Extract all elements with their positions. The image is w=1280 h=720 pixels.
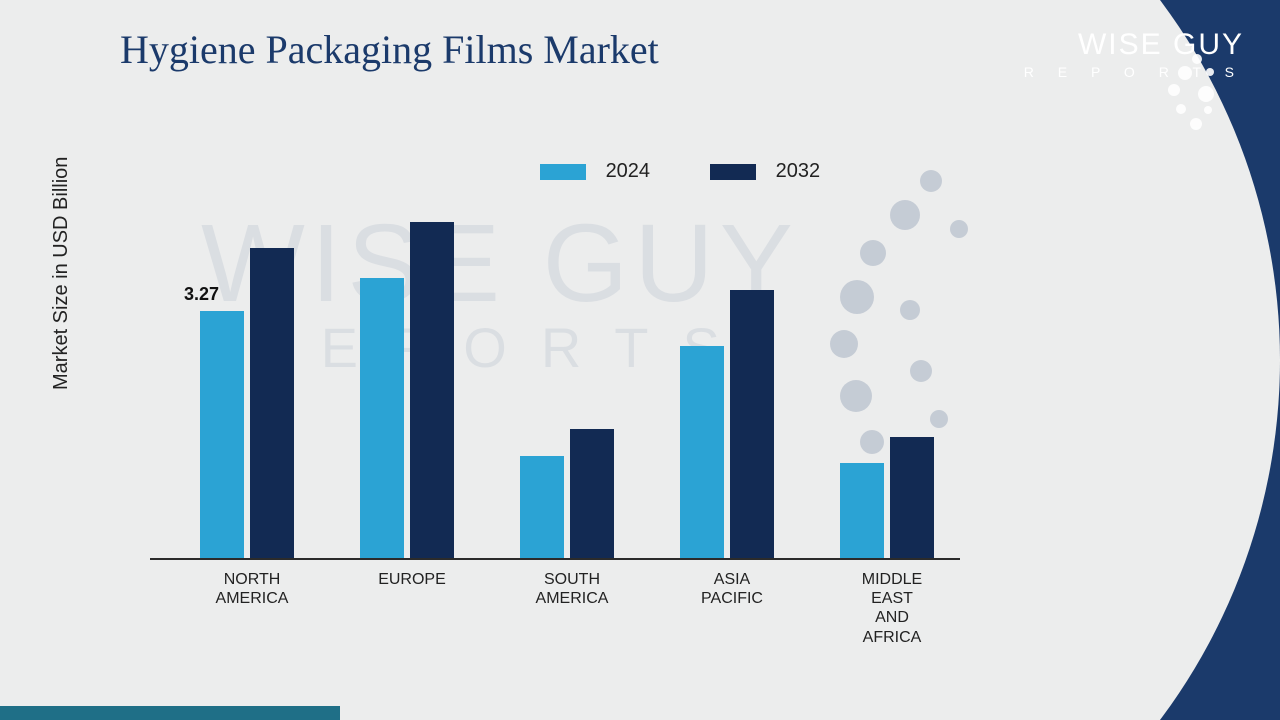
bar-2032 [570,429,614,558]
bar-2024 [360,278,404,558]
bar-2032 [410,222,454,558]
bar-chart: Market Size in USD Billion 3.27 NORTHAME… [90,180,960,600]
bar-2032 [730,290,774,558]
legend-label-2024: 2024 [606,160,651,182]
category-label: EUROPE [332,570,492,589]
plot-area: 3.27 [150,180,960,558]
bar-2024 [680,346,724,558]
bar-2024 [520,456,564,558]
bar-2024 [200,311,244,558]
category-label: NORTHAMERICA [172,570,332,608]
x-axis-baseline [150,558,960,560]
category-label: MIDDLEEASTANDAFRICA [812,570,972,647]
chart-title: Hygiene Packaging Films Market [120,26,659,73]
value-label: 3.27 [184,284,219,305]
logo-head-icon [1154,48,1244,138]
category-labels: NORTHAMERICAEUROPESOUTHAMERICAASIAPACIFI… [150,570,960,690]
legend-label-2032: 2032 [776,160,821,182]
category-label: ASIAPACIFIC [652,570,812,608]
report-canvas: WISE GUY R E P O R T S Hygiene Packaging… [0,0,1280,720]
bar-2024 [840,463,884,558]
legend-swatch-2024 [540,164,586,180]
brand-logo: WISE GUY R E P O R T S [1024,28,1244,80]
bar-2032 [250,248,294,558]
legend-swatch-2032 [710,164,756,180]
y-axis-label: Market Size in USD Billion [50,157,73,390]
bottom-accent-bar [0,706,340,720]
bar-2032 [890,437,934,558]
category-label: SOUTHAMERICA [492,570,652,608]
